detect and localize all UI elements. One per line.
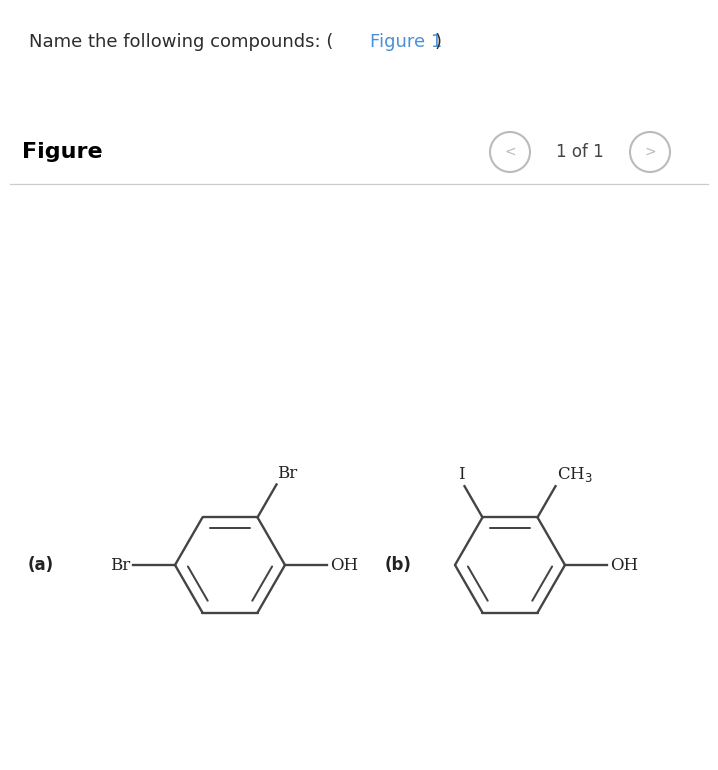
Text: OH: OH	[330, 557, 358, 574]
Text: Br: Br	[277, 465, 298, 483]
Text: 1 of 1: 1 of 1	[556, 143, 604, 161]
Text: Br: Br	[110, 557, 130, 574]
Text: (a): (a)	[28, 556, 54, 574]
Text: Figure 1: Figure 1	[370, 33, 442, 52]
Text: OH: OH	[610, 557, 638, 574]
Text: (b): (b)	[385, 556, 412, 574]
Text: <: <	[504, 145, 516, 159]
Text: Figure: Figure	[22, 142, 103, 162]
Text: Name the following compounds: (: Name the following compounds: (	[29, 33, 333, 52]
Text: I: I	[458, 466, 465, 484]
Text: CH$_3$: CH$_3$	[557, 465, 593, 484]
Text: ): )	[434, 33, 442, 52]
Text: >: >	[644, 145, 656, 159]
